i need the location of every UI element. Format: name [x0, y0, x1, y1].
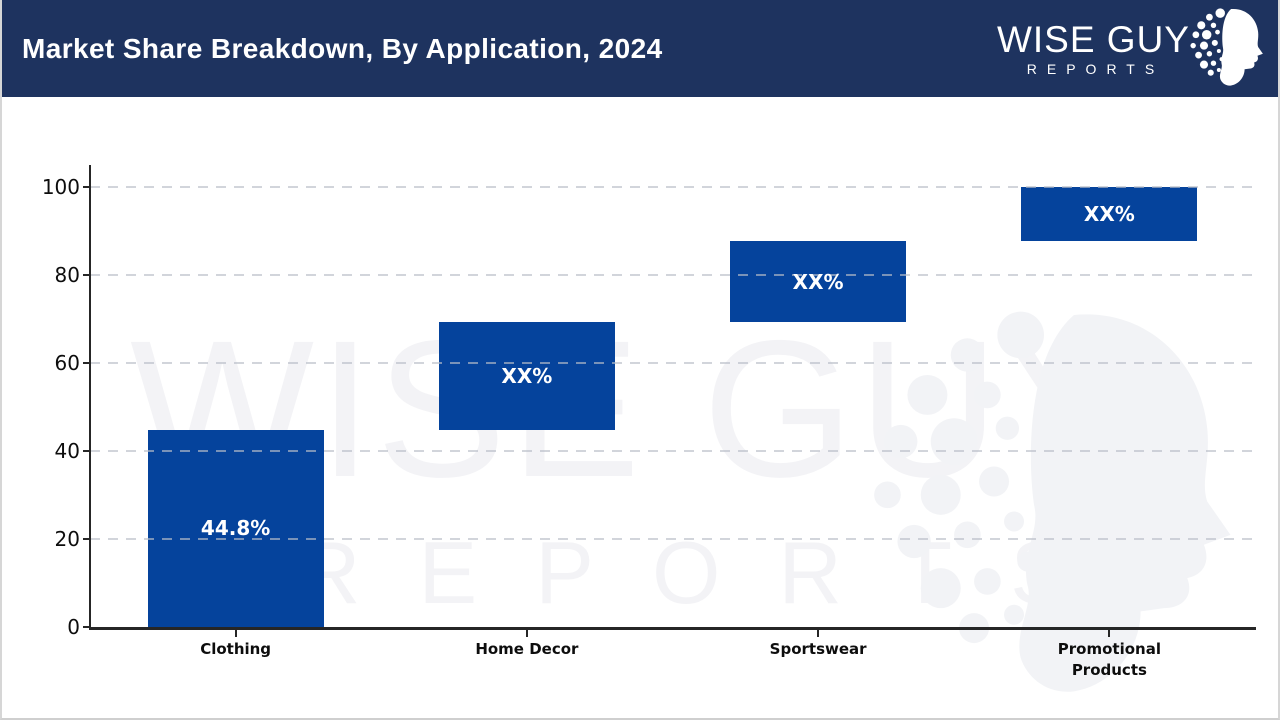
x-axis-category-label: Clothing [200, 640, 272, 658]
y-axis-tick-label: 0 [67, 615, 80, 639]
y-axis-tick-label: 100 [41, 175, 80, 199]
bar-home-decor [438, 322, 615, 430]
x-axis-tick-mark [1108, 630, 1111, 637]
x-axis-category-label: Promotional Products [1057, 640, 1161, 679]
bar-value-label: 44.8% [200, 516, 271, 541]
y-axis-tick-mark [83, 362, 89, 364]
y-axis-tick-mark [83, 450, 89, 452]
bar-value-label: XX% [1083, 202, 1135, 227]
x-axis-tick-mark [234, 630, 237, 637]
wise-guy-logo: WISE GUY REPORTS [997, 5, 1268, 93]
y-axis-line [89, 165, 91, 630]
y-axis-tick-label: 80 [54, 263, 80, 287]
logo-text: WISE GUY REPORTS [997, 21, 1190, 77]
gridline [90, 538, 1255, 540]
gridline [90, 362, 1255, 364]
bar-clothing [147, 429, 324, 627]
y-axis-tick-mark [83, 626, 89, 628]
gridline [90, 450, 1255, 452]
logo-name: WISE GUY [996, 18, 1190, 60]
bar-promotional-products [1021, 187, 1198, 242]
gridline [90, 186, 1255, 188]
bar-value-label: XX% [501, 363, 553, 388]
y-axis-tick-mark [83, 186, 89, 188]
bar-value-label: XX% [792, 269, 844, 294]
y-axis-tick-label: 40 [54, 439, 80, 463]
x-axis-tick-mark [525, 630, 528, 637]
x-axis-category-label: Home Decor [475, 640, 579, 658]
y-axis-tick-label: 20 [54, 527, 80, 551]
chart-title: Market Share Breakdown, By Application, … [22, 32, 663, 64]
x-axis-category-label: Sportswear [769, 640, 867, 658]
y-axis-tick-mark [83, 274, 89, 276]
header-bar: Market Share Breakdown, By Application, … [2, 0, 1278, 97]
y-axis-tick-label: 60 [54, 351, 80, 375]
head-logo-icon [1186, 5, 1268, 93]
plot-area: WISE GUY REPORTS 44.8% XX% XX% XX% 0 20 40 60 8… [2, 97, 1278, 718]
bar-sportswear [730, 241, 907, 323]
y-axis-tick-mark [83, 538, 89, 540]
gridline [90, 274, 1255, 276]
x-axis-line [89, 627, 1256, 630]
x-axis-tick-mark [817, 630, 820, 637]
logo-tagline: REPORTS [1026, 60, 1165, 77]
